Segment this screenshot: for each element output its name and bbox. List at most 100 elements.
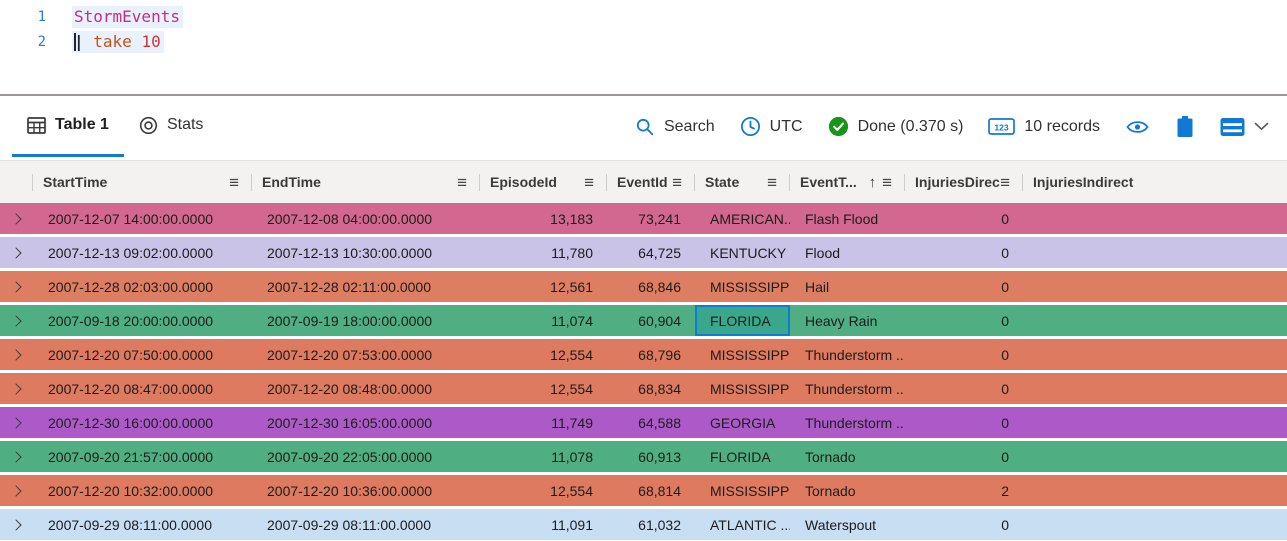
grid-cell[interactable]: AMERICAN... [710, 210, 790, 227]
grid-cell[interactable]: Thunderstorm ... [805, 346, 905, 363]
grid-cell[interactable]: 2007-09-20 21:57:00.0000 [48, 448, 214, 465]
grid-cell[interactable]: 2007-12-07 14:00:00.0000 [48, 210, 214, 227]
copy-results-button[interactable] [1175, 115, 1195, 138]
table-row[interactable]: 2007-09-18 20:00:00.0000 2007-09-19 18:00… [0, 305, 1287, 336]
grid-cell[interactable]: ATLANTIC ... [710, 516, 790, 533]
grid-cell[interactable]: 12,561 [550, 278, 593, 295]
column-header-injuriesindirect[interactable]: InjuriesIndirect [1023, 161, 1287, 203]
table-row[interactable]: 2007-09-29 08:11:00.0000 2007-09-29 08:11… [0, 509, 1287, 540]
column-menu-icon[interactable]: ≡ [882, 172, 892, 192]
grid-cell[interactable]: 2007-12-20 07:50:00.0000 [48, 346, 214, 363]
grid-cell[interactable]: 68,796 [638, 346, 681, 363]
grid-cell[interactable]: 11,749 [551, 414, 593, 431]
grid-cell[interactable] [1023, 509, 1287, 540]
row-expand-chevron[interactable] [0, 475, 33, 506]
grid-cell[interactable]: 60,904 [638, 312, 681, 329]
column-header-injuriesdirect[interactable]: InjuriesDirect ≡ [905, 161, 1023, 203]
grid-cell[interactable]: Tornado [805, 482, 856, 499]
grid-cell[interactable]: 0 [1001, 414, 1009, 431]
grid-cell[interactable]: 73,241 [638, 210, 681, 227]
grid-cell[interactable]: 0 [1001, 244, 1009, 261]
selected-grid-cell[interactable]: FLORIDA [695, 305, 790, 336]
tab-table-1[interactable]: Table 1 [12, 96, 124, 157]
grid-cell[interactable]: 11,078 [551, 448, 593, 465]
grid-cell[interactable]: 0 [1001, 312, 1009, 329]
grid-cell[interactable] [1023, 441, 1287, 472]
record-count[interactable]: 123 10 records [988, 117, 1100, 136]
grid-cell[interactable]: 12,554 [550, 346, 593, 363]
grid-cell[interactable]: MISSISSIPPI [710, 346, 790, 363]
grid-cell[interactable]: 2007-12-30 16:00:00.0000 [48, 414, 214, 431]
grid-cell[interactable]: 2007-12-20 08:48:00.0000 [267, 380, 433, 397]
grid-cell[interactable]: 12,554 [550, 380, 593, 397]
grid-cell[interactable]: 60,913 [638, 448, 681, 465]
grid-cell[interactable]: Waterspout [805, 516, 877, 533]
search-control[interactable]: Search [635, 117, 715, 137]
grid-cell[interactable]: 0 [1001, 380, 1009, 397]
grid-cell[interactable] [1023, 339, 1287, 370]
column-menu-icon[interactable]: ≡ [229, 172, 239, 192]
grid-cell[interactable]: 2007-09-20 22:05:00.0000 [267, 448, 433, 465]
grid-cell[interactable]: 0 [1001, 346, 1009, 363]
grid-cell[interactable]: 11,780 [551, 244, 593, 261]
grid-cell[interactable]: Hail [805, 278, 830, 295]
grid-cell[interactable]: 2007-12-13 10:30:00.0000 [267, 244, 433, 261]
row-expand-chevron[interactable] [0, 509, 33, 540]
grid-cell[interactable] [1023, 407, 1287, 438]
grid-cell[interactable]: 2007-12-30 16:05:00.0000 [267, 414, 433, 431]
grid-cell[interactable]: 68,834 [638, 380, 681, 397]
grid-cell[interactable]: Flash Flood [805, 210, 879, 227]
column-menu-icon[interactable]: ≡ [584, 172, 594, 192]
grid-cell[interactable]: 2007-09-19 18:00:00.0000 [267, 312, 433, 329]
grid-cell[interactable] [1023, 373, 1287, 404]
grid-cell[interactable]: 64,588 [638, 414, 681, 431]
grid-cell[interactable]: 2007-12-20 07:53:00.0000 [267, 346, 433, 363]
grid-cell[interactable] [1023, 271, 1287, 302]
grid-cell[interactable]: MISSISSIPPI [710, 380, 790, 397]
row-expand-chevron[interactable] [0, 203, 33, 234]
grid-cell[interactable]: 68,846 [638, 278, 681, 295]
row-expand-chevron[interactable] [0, 441, 33, 472]
grid-cell[interactable]: 61,032 [638, 516, 681, 533]
grid-cell[interactable]: 0 [1001, 516, 1009, 533]
column-header-state[interactable]: State ≡ [695, 161, 790, 203]
grid-cell[interactable]: Thunderstorm ... [805, 380, 905, 397]
grid-cell[interactable]: 2007-12-20 10:36:00.0000 [267, 482, 433, 499]
grid-cell[interactable]: Tornado [805, 448, 856, 465]
table-row[interactable]: 2007-12-07 14:00:00.0000 2007-12-08 04:00… [0, 203, 1287, 234]
grid-cell[interactable]: 13,183 [550, 210, 593, 227]
grid-cell[interactable]: Heavy Rain [805, 312, 878, 329]
row-expand-chevron[interactable] [0, 339, 33, 370]
column-header-eventt[interactable]: EventT... ↑ ≡ [790, 161, 905, 203]
preview-toggle[interactable] [1125, 118, 1150, 136]
column-header-starttime[interactable]: StartTime ≡ [33, 161, 252, 203]
table-row[interactable]: 2007-12-28 02:03:00.0000 2007-12-28 02:11… [0, 271, 1287, 302]
grid-cell[interactable]: 2007-09-18 20:00:00.0000 [48, 312, 214, 329]
grid-cell[interactable]: 2007-12-08 04:00:00.0000 [267, 210, 433, 227]
column-header-endtime[interactable]: EndTime ≡ [252, 161, 480, 203]
grid-cell[interactable]: FLORIDA [710, 448, 771, 465]
column-menu-icon[interactable]: ≡ [767, 172, 777, 192]
grid-cell[interactable]: 12,554 [550, 482, 593, 499]
row-expand-chevron[interactable] [0, 373, 33, 404]
timezone-control[interactable]: UTC [740, 116, 803, 137]
row-expand-chevron[interactable] [0, 237, 33, 268]
grid-cell[interactable]: 68,814 [638, 482, 681, 499]
view-mode-selector[interactable] [1220, 117, 1269, 137]
grid-cell[interactable]: 2007-12-28 02:11:00.0000 [267, 278, 431, 295]
column-header-eventid[interactable]: EventId ≡ [607, 161, 695, 203]
table-row[interactable]: 2007-12-20 07:50:00.0000 2007-12-20 07:53… [0, 339, 1287, 370]
column-header-episodeid[interactable]: EpisodeId ≡ [480, 161, 607, 203]
grid-cell[interactable]: Flood [805, 244, 841, 261]
grid-cell[interactable]: KENTUCKY [710, 244, 787, 261]
row-expand-chevron[interactable] [0, 271, 33, 302]
grid-cell[interactable]: 2007-12-20 08:47:00.0000 [48, 380, 214, 397]
grid-cell[interactable]: 11,091 [551, 516, 593, 533]
column-menu-icon[interactable]: ≡ [457, 172, 467, 192]
grid-cell[interactable]: 0 [1001, 210, 1009, 227]
column-menu-icon[interactable]: ≡ [1000, 172, 1010, 192]
editor-line-1[interactable]: 1 StormEvents [0, 4, 1287, 29]
row-expand-chevron[interactable] [0, 305, 33, 336]
grid-cell[interactable]: 0 [1001, 278, 1009, 295]
grid-cell[interactable] [1023, 237, 1287, 268]
